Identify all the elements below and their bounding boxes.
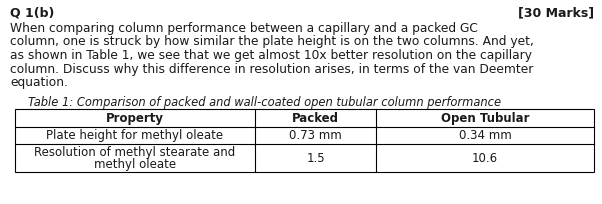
Text: 1.5: 1.5 bbox=[306, 151, 325, 164]
Text: column, one is struck by how similar the plate height is on the two columns. And: column, one is struck by how similar the… bbox=[10, 35, 534, 48]
Text: When comparing column performance between a capillary and a packed GC: When comparing column performance betwee… bbox=[10, 22, 478, 35]
Bar bbox=[15, 109, 594, 172]
Text: methyl oleate: methyl oleate bbox=[94, 157, 176, 170]
Text: column. Discuss why this difference in resolution arises, in terms of the van De: column. Discuss why this difference in r… bbox=[10, 62, 533, 75]
Text: 0.34 mm: 0.34 mm bbox=[459, 129, 511, 142]
Text: equation.: equation. bbox=[10, 76, 68, 89]
Text: Q 1(b): Q 1(b) bbox=[10, 6, 54, 19]
Text: [30 Marks]: [30 Marks] bbox=[518, 6, 594, 19]
Text: Open Tubular: Open Tubular bbox=[441, 111, 529, 124]
Text: 0.73 mm: 0.73 mm bbox=[289, 129, 342, 142]
Text: Resolution of methyl stearate and: Resolution of methyl stearate and bbox=[34, 145, 235, 158]
Text: as shown in Table 1, we see that we get almost 10x better resolution on the capi: as shown in Table 1, we see that we get … bbox=[10, 49, 532, 62]
Text: Table 1: Comparison of packed and wall-coated open tubular column performance: Table 1: Comparison of packed and wall-c… bbox=[28, 96, 501, 109]
Text: Plate height for methyl oleate: Plate height for methyl oleate bbox=[46, 129, 223, 142]
Text: Property: Property bbox=[106, 111, 164, 124]
Text: 10.6: 10.6 bbox=[472, 151, 498, 164]
Text: Packed: Packed bbox=[292, 111, 339, 124]
